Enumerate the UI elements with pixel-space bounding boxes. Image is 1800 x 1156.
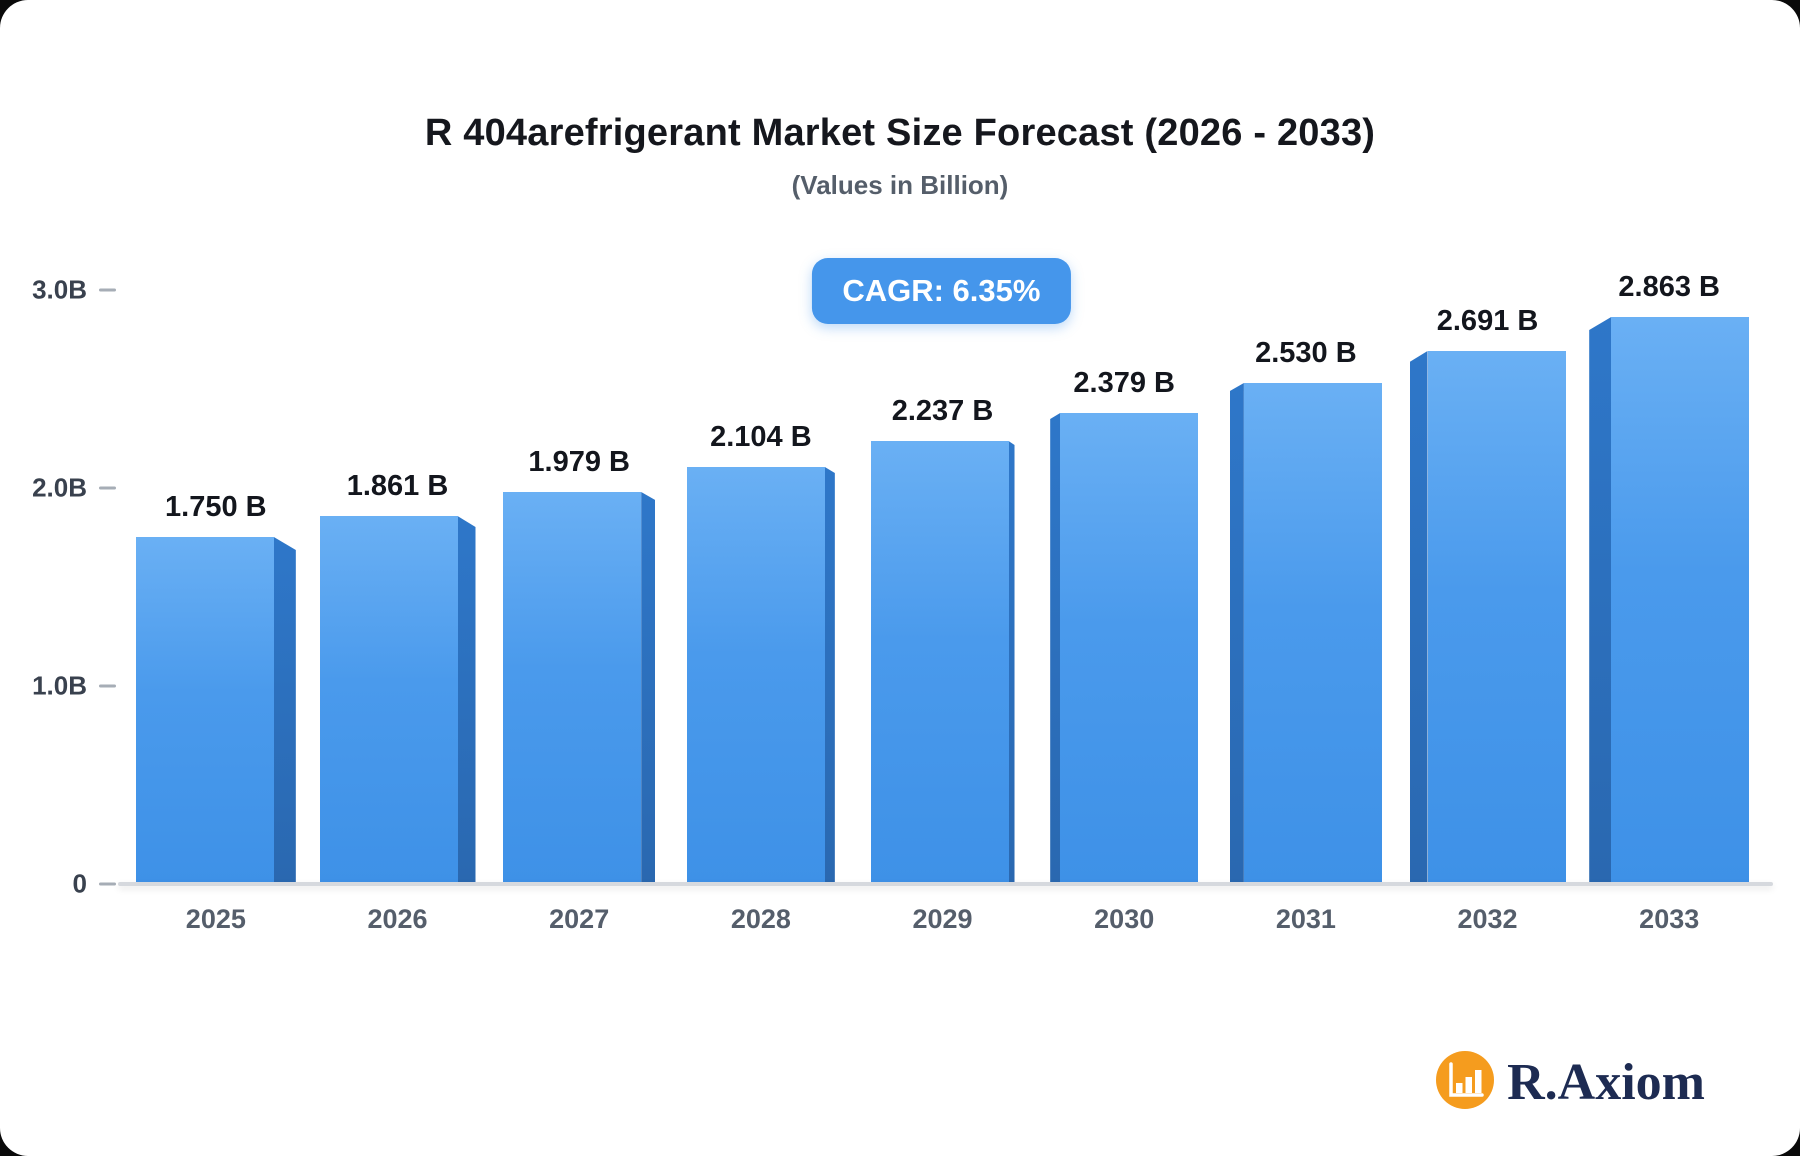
bar-front-face: [1611, 317, 1750, 884]
bar: [319, 516, 476, 884]
x-tick-label: 2025: [185, 904, 246, 934]
bar-value-label: 2.379 B: [1073, 367, 1175, 399]
cagr-badge: CAGR: 6.35%: [812, 258, 1071, 324]
bar-value-label: 2.530 B: [1255, 337, 1357, 369]
x-tick-label: 2029: [912, 904, 973, 934]
bar-slot: 1.979 B: [488, 446, 670, 884]
x-tick-label: 2030: [1094, 904, 1155, 934]
bar: [135, 537, 296, 884]
bar-value-label: 2.237 B: [891, 395, 994, 427]
bar: [1589, 317, 1750, 884]
y-tick-label: 1.0B: [32, 670, 87, 701]
bar-side-face: [273, 537, 296, 884]
bar-side-face: [1229, 383, 1244, 884]
brand-name: R.Axiom: [1507, 1054, 1705, 1111]
plot-area: 1.750 B 1.861 B 1.979 B 2.104 B 2.237 B 2.379…: [125, 271, 1760, 884]
bar-front-face: [135, 537, 274, 884]
x-tick-label: 2027: [549, 904, 610, 934]
bar: [870, 441, 1015, 884]
y-tick-dash: [99, 882, 116, 886]
y-axis: 0 1.0B 2.0B 3.0B: [0, 275, 122, 899]
bar-front-face: [1243, 383, 1382, 884]
x-tick-label: 2028: [730, 904, 791, 934]
y-tick-label: 3.0B: [32, 274, 87, 305]
bar-slot: 2.379 B: [1033, 367, 1215, 884]
bar: [1409, 351, 1566, 884]
bar-slot: 2.863 B: [1578, 271, 1760, 884]
bar-front-face: [686, 467, 825, 884]
bar-side-face: [457, 516, 476, 884]
bar-value-label: 2.691 B: [1436, 305, 1539, 337]
bars-row: 1.750 B 1.861 B 1.979 B 2.104 B 2.237 B 2.379…: [125, 271, 1760, 884]
bar-front-face: [1427, 351, 1566, 884]
y-tick: 2.0B: [32, 473, 122, 504]
bar-value-label: 1.861 B: [346, 470, 449, 502]
bar-side-face: [641, 492, 656, 884]
bar: [686, 467, 835, 884]
y-tick: 3.0B: [32, 275, 122, 306]
bar: [1050, 413, 1199, 884]
bar-side-face: [1409, 351, 1428, 884]
bar-front-face: [503, 492, 642, 884]
bar-chart-icon: [1436, 1051, 1495, 1114]
chart-subtitle: (Values in Billion): [791, 170, 1009, 200]
bar-value-label: 2.863 B: [1618, 271, 1720, 303]
y-tick-label: 2.0B: [32, 472, 87, 503]
bar-value-label: 2.104 B: [710, 421, 812, 453]
bar-side-face: [824, 467, 835, 884]
y-tick-dash: [99, 486, 116, 490]
y-tick-dash: [99, 684, 116, 688]
x-tick-label: 2032: [1457, 904, 1518, 934]
x-tick-label: 2031: [1275, 904, 1336, 934]
bar-slot: 2.104 B: [670, 421, 852, 884]
bar: [1229, 383, 1382, 884]
bar-slot: 2.530 B: [1215, 337, 1397, 884]
bar-front-face: [1060, 413, 1199, 884]
bar-side-face: [1050, 413, 1061, 884]
bar-value-label: 1.979 B: [528, 446, 630, 478]
bar-front-face: [319, 516, 458, 884]
x-tick-label: 2033: [1639, 904, 1700, 934]
bar-slot: 1.750 B: [125, 491, 307, 884]
bar-side-face: [1008, 441, 1015, 884]
bar: [503, 492, 656, 884]
x-axis-labels: 2025 2026 2027 2028 2029 2030 2031 2032 2033: [125, 904, 1760, 935]
brand-logo: R.Axiom: [1436, 1051, 1705, 1114]
bar-slot: 2.691 B: [1397, 305, 1579, 884]
bar-side-face: [1589, 317, 1612, 884]
bar-slot: 1.861 B: [307, 470, 489, 884]
bar-slot: 2.237 B: [852, 395, 1034, 884]
x-tick-label: 2026: [367, 904, 428, 934]
x-axis-baseline: [118, 882, 1773, 886]
y-tick: 0: [73, 869, 122, 900]
y-tick-label: 0: [72, 868, 87, 899]
bar-value-label: 1.750 B: [165, 491, 267, 523]
bar-front-face: [870, 441, 1009, 884]
chart-title: R 404arefrigerant Market Size Forecast (…: [424, 112, 1376, 154]
y-tick: 1.0B: [32, 671, 122, 702]
y-tick-dash: [99, 288, 116, 292]
